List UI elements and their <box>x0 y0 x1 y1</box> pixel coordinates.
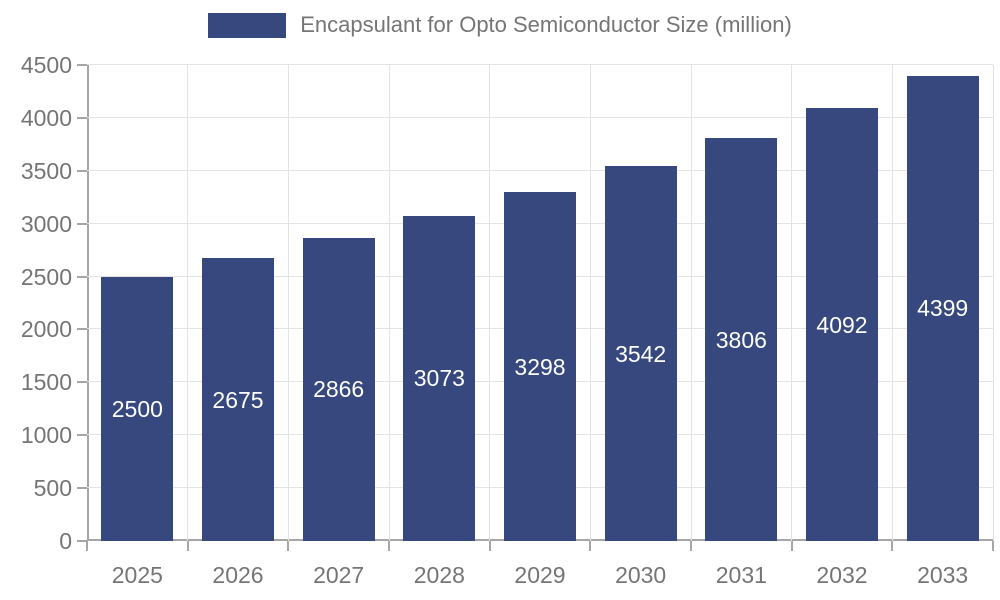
y-axis-tick <box>77 434 87 437</box>
bar-value-label: 3298 <box>514 353 566 380</box>
bar[interactable] <box>302 237 375 541</box>
x-axis-tick-label: 2030 <box>615 562 667 588</box>
y-axis-tick-label: 500 <box>33 475 72 502</box>
v-gridline <box>992 65 994 541</box>
x-axis-tick-label: 2028 <box>413 562 465 588</box>
bar[interactable] <box>403 215 476 541</box>
y-axis-tick-label: 0 <box>59 528 72 554</box>
bar[interactable] <box>504 192 576 541</box>
bar-value-label: 2500 <box>111 395 163 422</box>
bar-value-label: 3806 <box>715 326 767 353</box>
v-gridline <box>187 65 189 541</box>
x-axis-tick <box>287 541 290 551</box>
h-gridline <box>87 169 993 171</box>
y-axis-tick-label: 2000 <box>20 316 72 343</box>
v-gridline <box>891 65 893 541</box>
h-gridline <box>87 64 993 65</box>
x-axis-tick-label: 2033 <box>917 562 969 588</box>
v-gridline <box>287 65 289 541</box>
x-axis-tick <box>488 541 491 551</box>
bar[interactable] <box>101 276 174 541</box>
bar[interactable] <box>705 138 778 541</box>
bar-value-label: 3073 <box>413 365 465 392</box>
bar-value-label: 2675 <box>212 386 264 413</box>
bar[interactable] <box>604 166 677 541</box>
y-axis-tick-label: 3000 <box>20 210 72 237</box>
legend-item[interactable]: Encapsulant for Opto Semiconductor Size … <box>208 12 792 38</box>
v-gridline <box>791 65 793 541</box>
x-axis-tick-label: 2031 <box>715 562 767 588</box>
h-gridline <box>87 116 993 118</box>
x-axis-tick <box>589 541 592 551</box>
legend-swatch-icon <box>208 12 287 38</box>
y-axis-tick <box>77 169 87 172</box>
x-axis-tick <box>690 541 692 551</box>
bar[interactable] <box>202 258 274 541</box>
x-axis-tick-label: 2026 <box>212 562 264 588</box>
v-gridline <box>388 65 390 541</box>
v-gridline <box>589 65 591 541</box>
bar-value-label: 4399 <box>917 295 969 322</box>
y-axis-tick-label: 3500 <box>20 157 72 184</box>
bar[interactable] <box>906 75 979 541</box>
y-axis-tick-label: 1000 <box>20 422 72 449</box>
y-axis-tick <box>77 381 87 384</box>
y-axis-tick-label: 4500 <box>20 52 72 78</box>
y-axis-tick-label: 2500 <box>20 263 72 290</box>
bar-value-label: 2866 <box>313 376 365 403</box>
x-axis-tick-label: 2027 <box>313 562 365 588</box>
y-axis-tick-label: 1500 <box>20 369 72 396</box>
x-axis-tick <box>891 541 894 551</box>
legend: Encapsulant for Opto Semiconductor Size … <box>0 12 1000 38</box>
x-axis-tick-label: 2025 <box>111 562 163 588</box>
x-axis-tick <box>86 541 88 551</box>
x-axis-tick <box>186 541 189 551</box>
x-axis-tick <box>388 541 390 551</box>
y-axis-tick <box>77 487 87 490</box>
v-gridline <box>489 65 491 541</box>
y-axis-tick <box>77 540 87 542</box>
y-axis-tick <box>77 328 87 331</box>
y-axis-tick <box>77 275 87 278</box>
x-axis-tick-label: 2029 <box>514 562 566 588</box>
bar-value-label: 4092 <box>816 311 868 338</box>
x-axis-tick-label: 2032 <box>816 562 868 588</box>
legend-label: Encapsulant for Opto Semiconductor Size … <box>300 12 792 37</box>
bar-value-label: 3542 <box>615 340 667 367</box>
y-axis-tick-label: 4000 <box>20 104 72 131</box>
y-axis-tick <box>77 222 87 225</box>
bar[interactable] <box>806 108 878 541</box>
y-axis-tick <box>77 64 87 66</box>
x-axis-tick <box>790 541 793 551</box>
x-axis-tick <box>992 541 994 551</box>
y-axis-tick <box>77 116 87 119</box>
v-gridline <box>690 65 692 541</box>
